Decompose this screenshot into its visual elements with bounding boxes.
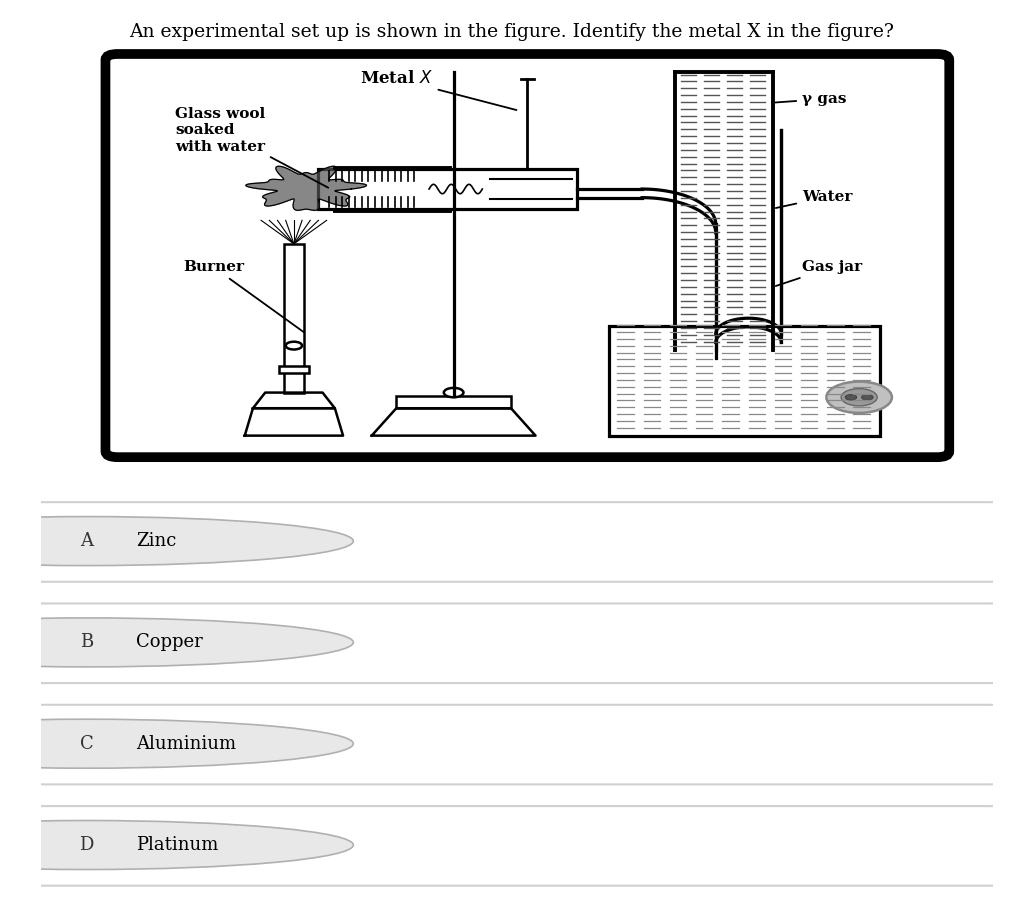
Text: Glass wool
soaked
with water: Glass wool soaked with water [175, 107, 329, 188]
FancyBboxPatch shape [22, 502, 1011, 582]
Circle shape [845, 394, 857, 400]
Text: An experimental set up is shown in the figure. Identify the metal X in the figur: An experimental set up is shown in the f… [130, 23, 894, 41]
Text: Copper: Copper [136, 634, 203, 651]
Text: C: C [80, 735, 93, 752]
Text: Aluminium: Aluminium [136, 735, 237, 752]
Circle shape [443, 388, 464, 397]
Circle shape [0, 618, 353, 667]
FancyBboxPatch shape [22, 705, 1011, 785]
Text: Zinc: Zinc [136, 532, 176, 550]
Text: Gas jar: Gas jar [776, 261, 862, 286]
Polygon shape [245, 408, 343, 436]
Text: γ gas: γ gas [772, 92, 846, 106]
Circle shape [841, 389, 878, 406]
Bar [396, 396, 511, 408]
FancyBboxPatch shape [22, 603, 1011, 683]
Polygon shape [246, 166, 367, 210]
Circle shape [286, 342, 302, 349]
Bar [284, 244, 304, 392]
FancyBboxPatch shape [22, 806, 1011, 886]
Bar [318, 169, 577, 208]
Text: Metal $X$: Metal $X$ [359, 70, 516, 110]
Circle shape [0, 517, 353, 565]
Bar [609, 326, 880, 436]
Bar [280, 366, 308, 373]
Text: D: D [80, 836, 94, 854]
Text: A: A [80, 532, 93, 550]
Text: Platinum: Platinum [136, 836, 218, 854]
Text: Burner: Burner [183, 261, 304, 332]
Polygon shape [372, 408, 536, 436]
Text: Water: Water [776, 190, 852, 208]
Circle shape [861, 394, 873, 400]
FancyBboxPatch shape [105, 54, 949, 457]
Text: B: B [80, 634, 93, 651]
Circle shape [0, 821, 353, 869]
Circle shape [0, 719, 353, 768]
Circle shape [826, 381, 892, 413]
Polygon shape [253, 392, 335, 408]
